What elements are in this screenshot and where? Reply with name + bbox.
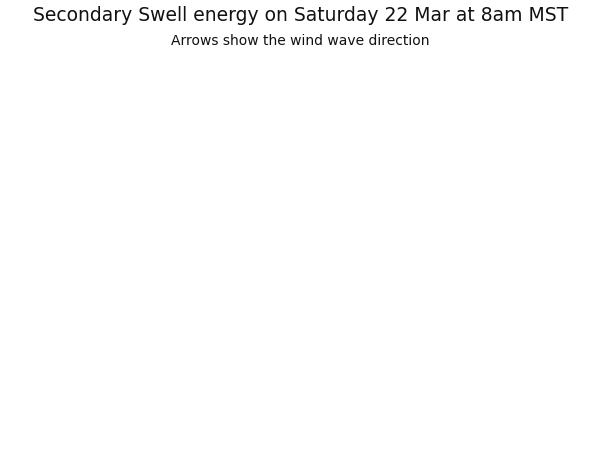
Text: Arrows show the wind wave direction: Arrows show the wind wave direction	[171, 34, 430, 48]
Text: cartopy required: cartopy required	[243, 250, 358, 263]
Text: Secondary Swell energy on Saturday 22 Mar at 8am MST: Secondary Swell energy on Saturday 22 Ma…	[33, 6, 568, 25]
